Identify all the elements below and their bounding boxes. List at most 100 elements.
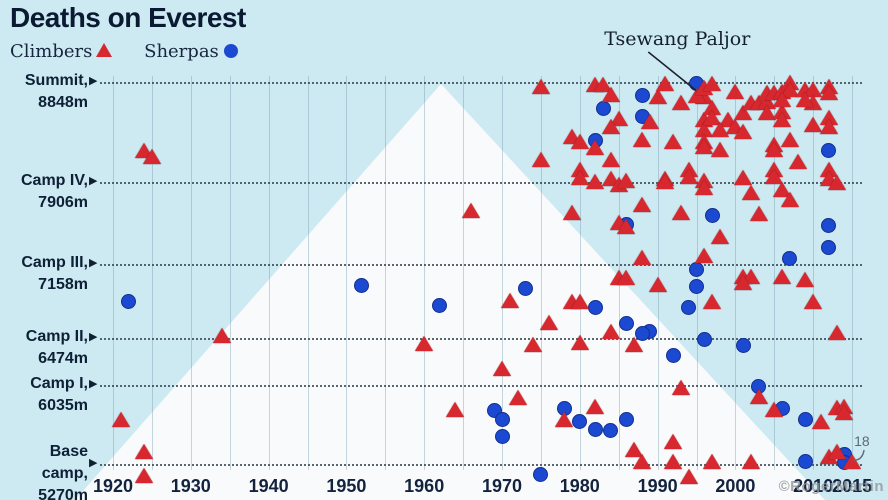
sherpa-point <box>432 298 448 314</box>
sherpa-point <box>821 239 837 255</box>
climber-point <box>703 453 722 469</box>
sherpa-circle-icon <box>223 44 238 58</box>
legend-climbers-label: Climbers <box>10 41 93 62</box>
climber-point <box>843 453 862 469</box>
sherpa-point <box>494 428 510 444</box>
climber-point <box>617 218 636 234</box>
legend-sherpas-label: Sherpas <box>144 41 219 62</box>
level-arrow-icon: ▶ <box>89 457 98 469</box>
y-axis-label-6474m: Camp II, 6474m <box>25 328 88 367</box>
legend: Climbers Sherpas <box>10 41 264 62</box>
legend-item-climbers: Climbers <box>10 41 118 62</box>
climber-point <box>508 389 527 405</box>
sherpa-point <box>696 331 712 347</box>
climber-point <box>734 170 753 186</box>
x-tick-1920: 1920 <box>92 476 134 496</box>
climber-point <box>601 119 620 135</box>
sherpa-point <box>782 250 798 266</box>
climber-point <box>710 229 729 245</box>
sherpa-point <box>595 100 611 116</box>
climber-point <box>586 139 605 155</box>
y-axis-label-8848m: Summit, 8848m <box>24 72 88 111</box>
climber-point <box>827 174 846 190</box>
climber-point <box>586 174 605 189</box>
sherpa-point <box>121 294 137 310</box>
climber-point <box>664 434 683 450</box>
climber-point <box>780 132 799 148</box>
sherpa-point <box>618 315 634 331</box>
climber-point <box>570 293 589 309</box>
climber-point <box>625 441 644 457</box>
climber-point <box>601 323 620 339</box>
x-tick-2010: 2010 <box>793 476 834 496</box>
climber-point <box>749 388 768 404</box>
climber-point <box>811 413 830 429</box>
gridline-1930 <box>190 76 192 470</box>
y-axis-label-5270m: Base camp, 5270m <box>38 443 88 500</box>
level-arrow-icon: ▶ <box>89 75 98 87</box>
climber-point <box>741 453 760 469</box>
level-arrow-icon: ▶ <box>89 257 98 269</box>
gridline-2015 <box>852 76 854 470</box>
climber-point <box>695 138 714 154</box>
climber-point <box>633 453 652 469</box>
climber-point <box>633 132 652 148</box>
gridline-1965 <box>463 76 465 470</box>
climber-point <box>765 141 784 157</box>
sherpa-point <box>689 261 704 277</box>
climber-point <box>827 443 846 459</box>
climber-point <box>835 405 854 421</box>
sherpa-point <box>735 338 751 354</box>
gridline-1925 <box>151 76 153 470</box>
climber-point <box>819 119 838 135</box>
sherpa-point <box>634 88 650 104</box>
climber-point <box>617 269 636 285</box>
climber-point <box>446 402 465 418</box>
climber-point <box>656 174 675 189</box>
climber-point <box>601 152 620 168</box>
climber-point <box>819 85 838 101</box>
climber-point <box>788 154 807 170</box>
x-tick-1990: 1990 <box>637 476 678 496</box>
climber-point <box>625 336 644 352</box>
level-line-7158m <box>100 264 862 266</box>
climber-point <box>570 134 589 150</box>
climber-point <box>710 121 729 137</box>
level-arrow-icon: ▶ <box>89 378 98 390</box>
climber-point <box>648 88 667 104</box>
sherpa-point <box>797 412 813 428</box>
sherpa-point <box>354 277 370 293</box>
y-axis-label-7158m: Camp III, 7158m <box>21 254 88 293</box>
y-axis-label-6035m: Camp I, 6035m <box>30 375 88 414</box>
climber-triangle-icon <box>96 43 113 57</box>
sherpa-point <box>704 208 720 224</box>
climber-point <box>601 86 620 102</box>
climber-point <box>555 411 574 427</box>
climber-point <box>656 75 675 91</box>
x-tick-1950: 1950 <box>326 476 367 496</box>
climber-point <box>679 469 698 485</box>
climber-point <box>524 336 543 352</box>
watermark: ©RogerMartin <box>778 478 884 495</box>
climber-point <box>765 169 784 185</box>
sherpa-point <box>587 299 603 315</box>
climber-point <box>749 206 768 222</box>
sherpa-point <box>533 466 549 482</box>
gridline-1945 <box>307 76 309 470</box>
climber-point <box>726 84 745 100</box>
sherpa-point <box>603 423 619 439</box>
climber-point <box>563 205 582 221</box>
sherpa-point <box>517 281 533 297</box>
sherpa-point <box>681 299 697 315</box>
climber-point <box>757 104 776 120</box>
gridline-1935 <box>229 76 231 470</box>
climber-point <box>664 134 683 150</box>
climber-point <box>111 411 130 427</box>
sherpa-point <box>821 217 837 233</box>
climber-point <box>679 169 698 185</box>
gridline-1970 <box>502 76 503 470</box>
climber-point <box>617 172 636 188</box>
climber-point <box>773 268 792 284</box>
